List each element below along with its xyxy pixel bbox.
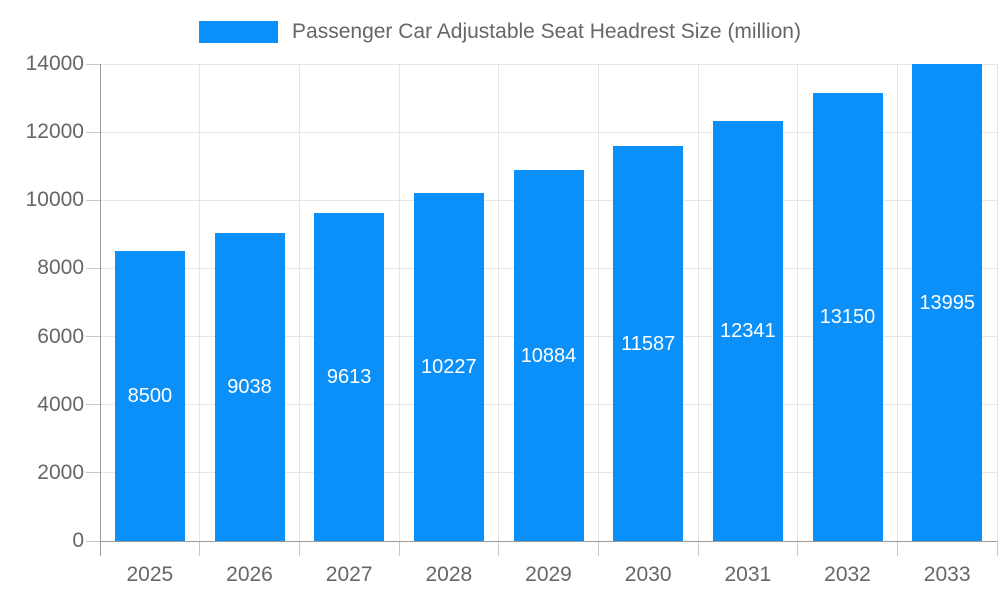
gridline-horizontal xyxy=(100,131,997,133)
y-axis-tick xyxy=(86,336,100,338)
gridline-vertical xyxy=(498,64,500,541)
y-tick-label: 8000 xyxy=(37,256,84,280)
bar-value-label: 11587 xyxy=(621,332,676,355)
x-axis-tick xyxy=(597,541,599,556)
x-tick-label: 2026 xyxy=(226,563,273,586)
bar[interactable] xyxy=(114,251,185,541)
bar[interactable] xyxy=(712,120,783,541)
gridline-vertical xyxy=(697,64,699,541)
x-tick-label: 2030 xyxy=(624,563,672,586)
gridline-vertical xyxy=(298,64,300,541)
gridline-horizontal xyxy=(100,63,997,65)
x-tick-label: 2025 xyxy=(126,563,174,586)
bar-value-label: 9038 xyxy=(227,376,272,399)
gridline-vertical xyxy=(199,64,201,541)
y-tick-label: 4000 xyxy=(37,392,84,416)
x-axis-tick xyxy=(298,541,300,556)
bar[interactable] xyxy=(912,64,983,541)
x-axis-tick xyxy=(697,541,699,556)
bar-value-label: 10227 xyxy=(421,355,477,378)
bar-value-label: 10884 xyxy=(520,344,577,367)
bar[interactable] xyxy=(214,233,285,541)
y-axis-tick xyxy=(86,199,100,201)
y-tick-label: 0 xyxy=(72,529,84,552)
legend-swatch-icon xyxy=(199,21,279,43)
y-tick-label: 12000 xyxy=(25,120,84,144)
bar-value-label: 9613 xyxy=(326,366,372,389)
y-axis-tick xyxy=(86,267,100,269)
gridline-vertical xyxy=(996,64,998,541)
x-tick-label: 2027 xyxy=(325,563,373,586)
x-axis-tick xyxy=(398,541,400,556)
legend-label: Passenger Car Adjustable Seat Headrest S… xyxy=(292,20,801,43)
y-tick-label: 14000 xyxy=(25,52,84,75)
y-axis-tick xyxy=(86,131,100,133)
bar-value-label: 12341 xyxy=(720,319,776,342)
x-tick-label: 2029 xyxy=(525,563,572,586)
gridline-vertical xyxy=(597,64,599,541)
y-axis-tick xyxy=(86,63,100,65)
y-axis-tick xyxy=(86,404,100,406)
bar[interactable] xyxy=(413,192,484,541)
y-axis-tick xyxy=(86,540,100,542)
y-axis-tick xyxy=(86,472,100,474)
legend-item[interactable]: Passenger Car Adjustable Seat Headrest S… xyxy=(199,20,801,44)
x-axis-tick xyxy=(199,541,201,556)
bar-value-label: 13995 xyxy=(919,291,975,314)
x-axis-tick xyxy=(996,541,998,556)
bar[interactable] xyxy=(613,146,684,541)
x-axis-tick xyxy=(498,541,500,556)
bar[interactable] xyxy=(513,170,584,541)
x-tick-label: 2033 xyxy=(923,563,971,586)
y-tick-label: 6000 xyxy=(37,324,84,348)
x-axis-tick xyxy=(797,541,799,556)
x-tick-label: 2031 xyxy=(724,563,772,586)
x-tick-label: 2028 xyxy=(425,563,473,586)
y-tick-label: 10000 xyxy=(25,188,84,212)
x-axis-line xyxy=(100,540,997,542)
bar[interactable] xyxy=(314,213,385,541)
bar-value-label: 13150 xyxy=(819,305,876,328)
legend: Passenger Car Adjustable Seat Headrest S… xyxy=(0,20,1000,44)
y-tick-label: 2000 xyxy=(37,460,84,484)
gridline-vertical xyxy=(896,64,898,541)
bar-value-label: 8500 xyxy=(127,385,173,408)
x-tick-label: 2032 xyxy=(824,563,871,586)
x-axis-tick xyxy=(896,541,898,556)
gridline-vertical xyxy=(398,64,400,541)
y-axis-line xyxy=(99,64,101,556)
gridline-vertical xyxy=(797,64,799,541)
bar[interactable] xyxy=(812,92,883,541)
